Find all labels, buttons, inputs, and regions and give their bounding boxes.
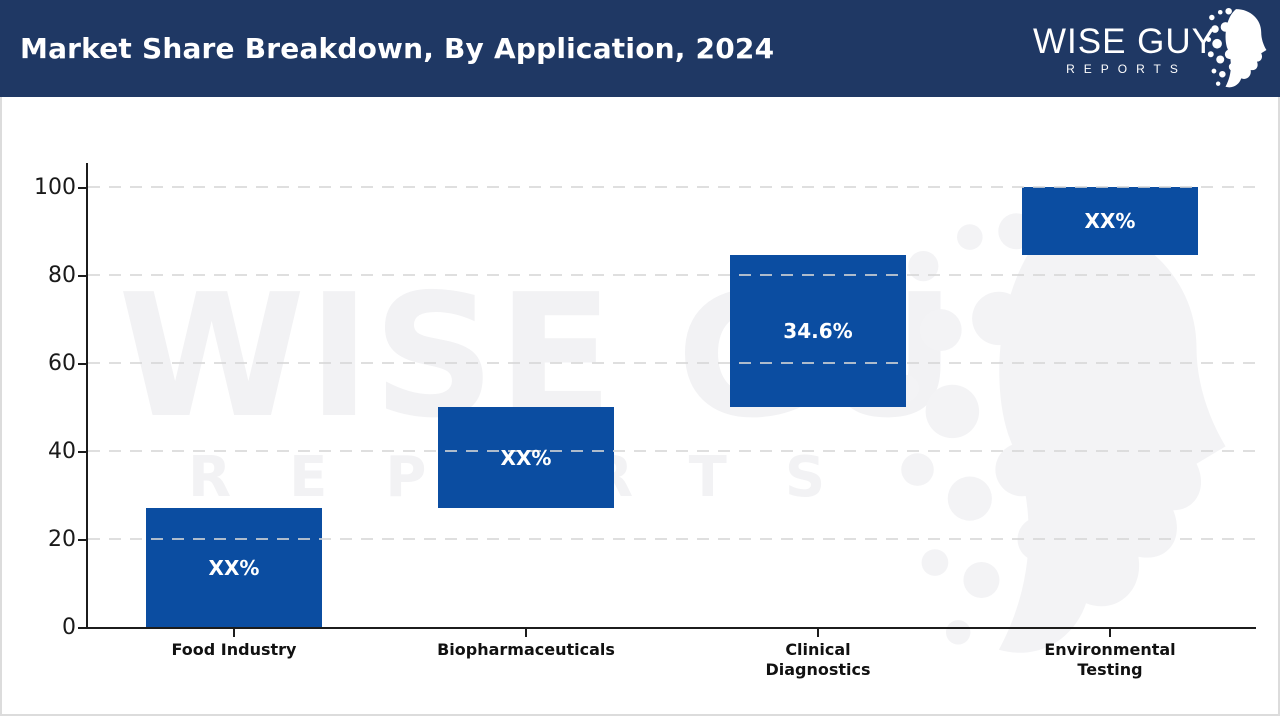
y-tick-100 [78, 187, 86, 189]
y-axis-tick-label-0: 0 [62, 615, 76, 640]
bar-biopharmaceuticals [438, 407, 614, 509]
y-axis-tick-label-80: 80 [48, 263, 76, 288]
x-tick-clinical-diagnostics [817, 629, 819, 637]
x-axis-label-biopharmaceuticals: Biopharmaceuticals [437, 640, 615, 660]
y-axis-tick-label-100: 100 [34, 175, 76, 200]
y-tick-0 [78, 627, 86, 629]
gridline-80 [88, 274, 1256, 276]
bar-environmental-testing [1022, 187, 1198, 255]
bar-clinical-diagnostics [730, 254, 906, 407]
logo-text: WISE GUY REPORTS [1032, 21, 1216, 76]
gridline-100 [88, 186, 1256, 188]
gridline-20 [88, 538, 1256, 540]
x-axis-label-food-industry: Food Industry [154, 640, 314, 660]
bar-value-label-clinical-diagnostics: 34.6% [783, 318, 853, 343]
y-tick-40 [78, 451, 86, 453]
chart-title: Market Share Breakdown, By Application, … [20, 32, 775, 65]
logo-sub-text: REPORTS [1066, 61, 1187, 76]
x-axis-label-environmental-testing: Environmental Testing [1030, 640, 1190, 680]
bar-value-label-environmental-testing: XX% [1084, 208, 1136, 233]
y-axis-tick-label-20: 20 [48, 527, 76, 552]
x-axis-label-clinical-diagnostics: Clinical Diagnostics [738, 640, 898, 680]
watermark-head-icon [892, 213, 1226, 653]
x-axis-label-text: Biopharmaceuticals [437, 640, 615, 659]
wise-guy-reports-logo: WISE GUY REPORTS [1033, 6, 1272, 92]
y-axis-tick-label-60: 60 [48, 351, 76, 376]
bar-value-label-biopharmaceuticals: XX% [500, 445, 552, 470]
x-axis-label-text: Clinical Diagnostics [765, 640, 871, 679]
y-tick-80 [78, 275, 86, 277]
x-axis-label-text: Food Industry [171, 640, 297, 659]
bar-food-industry [146, 508, 322, 627]
logo-head-icon [1206, 7, 1267, 88]
y-tick-20 [78, 539, 86, 541]
x-tick-biopharmaceuticals [525, 629, 527, 637]
y-axis-line [86, 163, 88, 629]
gridline-40 [88, 450, 1256, 452]
gridline-60 [88, 362, 1256, 364]
x-axis-line [86, 627, 1256, 629]
header-banner: Market Share Breakdown, By Application, … [0, 0, 1280, 97]
x-tick-environmental-testing [1109, 629, 1111, 637]
y-tick-60 [78, 363, 86, 365]
y-axis-tick-label-40: 40 [48, 439, 76, 464]
x-axis-label-text: Environmental Testing [1044, 640, 1176, 679]
logo-brand-text: WISE GUY [1032, 21, 1216, 61]
bar-value-label-food-industry: XX% [208, 555, 260, 580]
x-tick-food-industry [233, 629, 235, 637]
